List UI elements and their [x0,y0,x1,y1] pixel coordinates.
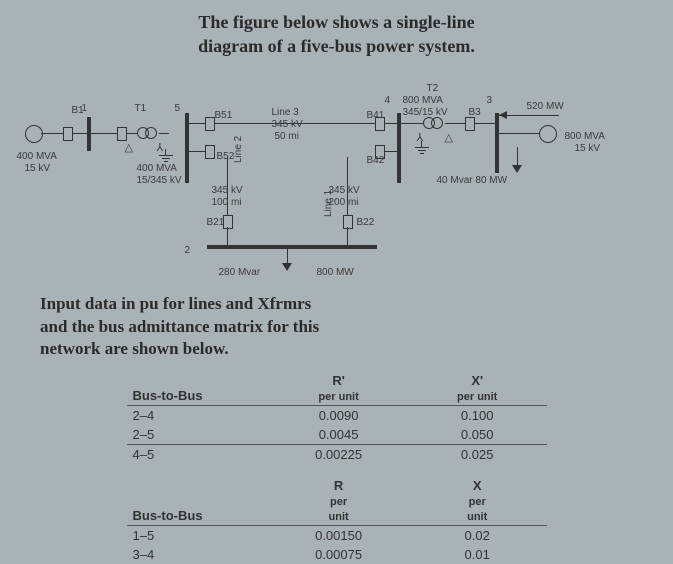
col-r: R per unit [269,476,408,526]
line1-mi: 200 mi [329,197,359,208]
wire [227,227,229,245]
mid-line-2: and the bus admittance matrix for this [40,317,319,336]
wire [73,133,87,135]
line2-kv: 345 kV [212,185,243,196]
gen1-kv: 15 kV [25,163,51,174]
bus5-num: 5 [175,103,181,114]
label-b22: B22 [357,217,375,228]
wire [517,147,519,165]
delta-icon: △ [125,141,133,154]
line-data-table: Bus-to-Bus R' per unit X' per unit 2–4 0… [127,371,547,464]
breaker-icon [205,117,215,131]
bus-2 [207,245,377,249]
line2-mi: 100 mi [212,197,242,208]
load3-mvar: 40 Mvar 80 MW [437,175,508,186]
arrow-down-icon [512,165,522,173]
wire [91,133,117,135]
bus2-num: 2 [185,245,191,256]
data-tables: Bus-to-Bus R' per unit X' per unit 2–4 0… [127,371,547,564]
wire [499,115,559,117]
mid-paragraph: Input data in pu for lines and Xfrmrs an… [0,287,673,366]
transformer-icon [137,126,159,140]
table-row: 2–4 0.0090 0.100 [127,406,547,426]
wire [189,123,205,125]
gen2-kv: 15 kV [575,143,601,154]
label-b41: B41 [367,110,385,121]
transformer-icon [423,116,445,130]
label-b42: B42 [367,155,385,166]
line3-name: Line 3 [272,107,299,118]
generator-icon [539,125,557,143]
table-row: 2–5 0.0045 0.050 [127,425,547,445]
label-b21: B21 [207,217,225,228]
wire [445,123,465,125]
arrow-left-icon [499,111,507,119]
line3-mi: 50 mi [275,131,299,142]
gen2-mva: 800 MVA [565,131,605,142]
col-bus: Bus-to-Bus [127,476,270,526]
col-bus: Bus-to-Bus [127,371,270,406]
label-b51: B51 [215,110,233,121]
line3-kv: 345 kV [272,119,303,130]
t1-mva: 400 MVA [137,163,177,174]
line2-label: Line 2 [233,135,244,162]
wire [499,133,539,135]
title-line-1: The figure below shows a single-line [198,12,474,32]
col-r: R' per unit [269,371,408,406]
line1-kv: 345 kV [329,185,360,196]
single-line-diagram: 1 B1 400 MVA 15 kV T1 △ ⅄ 400 MVA 15/345… [17,67,657,287]
wire [385,151,397,153]
load2-mvar: 280 Mvar [219,267,261,278]
bus-3 [495,113,499,173]
wire [401,123,423,125]
table-row: 1–5 0.00150 0.02 [127,526,547,546]
col-x: X per unit [408,476,547,526]
wire [159,133,169,135]
gen1-mva: 400 MVA [17,151,57,162]
breaker-icon [117,127,127,141]
table-row: 4–5 0.00225 0.025 [127,445,547,465]
breaker-icon [205,145,215,159]
title-line-2: diagram of a five-bus power system. [198,36,475,56]
wire [385,123,397,125]
t1-kv: 15/345 kV [137,175,182,186]
col-x: X' per unit [408,371,547,406]
label-b52: B52 [217,151,235,162]
wire [287,249,289,263]
delta-icon: △ [445,131,453,144]
mid-line-3: network are shown below. [40,339,229,358]
wire [127,133,137,135]
wire [475,123,495,125]
xfmr-data-table: Bus-to-Bus R per unit X per unit 1–5 0.0… [127,476,547,564]
arrow-down-icon [282,263,292,271]
bus3-num: 3 [487,95,493,106]
mid-line-1: Input data in pu for lines and Xfrmrs [40,294,311,313]
label-t2: T2 [427,83,439,94]
load2-mw: 800 MW [317,267,354,278]
ground-icon [415,147,429,157]
wire [189,151,205,153]
breaker-icon [465,117,475,131]
wire [347,227,349,245]
table-row: 3–4 0.00075 0.01 [127,545,547,564]
page-title: The figure below shows a single-line dia… [0,0,673,59]
wye-icon: ⅄ [157,141,164,154]
label-b1: B1 [72,105,84,116]
breaker-icon [63,127,73,141]
label-t1: T1 [135,103,147,114]
wire [41,133,63,135]
bus4-num: 4 [385,95,391,106]
t2-mva: 800 MVA [403,95,443,106]
load3-mw: 520 MW [527,101,564,112]
